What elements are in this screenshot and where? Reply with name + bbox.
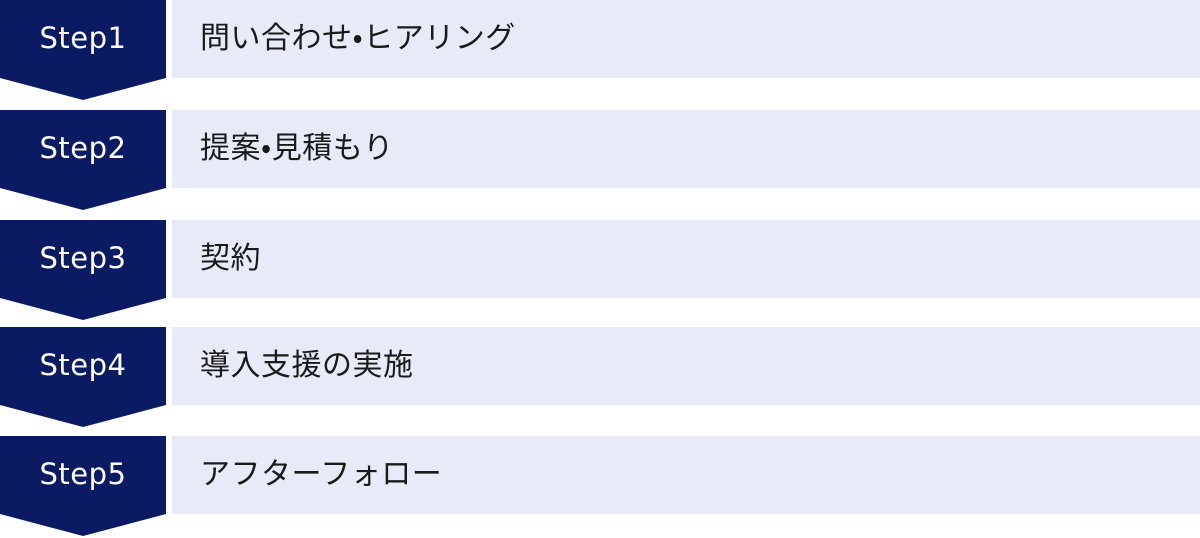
step-row: Step5 アフターフォロー xyxy=(0,436,1200,536)
step-row: Step1 問い合わせ・ヒアリング xyxy=(0,0,1200,100)
step-title-bar-5: アフターフォロー xyxy=(172,436,1200,514)
step-badge-5: Step5 xyxy=(0,436,166,536)
step-title-bar-1: 問い合わせ・ヒアリング xyxy=(172,0,1200,78)
step-title-text: 提案・見積もり xyxy=(200,131,394,166)
step-title-bar-4: 導入支援の実施 xyxy=(172,327,1200,405)
step-badge-2: Step2 xyxy=(0,110,166,210)
step-row: Step2 提案・見積もり xyxy=(0,110,1200,210)
step-badge-4: Step4 xyxy=(0,327,166,427)
step-badge-1: Step1 xyxy=(0,0,166,100)
step-title-text: 導入支援の実施 xyxy=(200,348,414,383)
step-row: Step4 導入支援の実施 xyxy=(0,327,1200,427)
step-badge-label: Step5 xyxy=(39,457,127,491)
step-title-text: 問い合わせ・ヒアリング xyxy=(200,21,516,56)
step-badge-3: Step3 xyxy=(0,220,166,320)
step-badge-label: Step3 xyxy=(39,241,127,275)
step-title-bar-3: 契約 xyxy=(172,220,1200,298)
step-badge-label: Step2 xyxy=(39,131,127,165)
step-row: Step3 契約 xyxy=(0,220,1200,320)
step-title-bar-2: 提案・見積もり xyxy=(172,110,1200,188)
step-title-text: アフターフォロー xyxy=(200,457,443,492)
step-title-text: 契約 xyxy=(200,241,261,276)
step-badge-label: Step1 xyxy=(39,21,127,55)
step-badge-label: Step4 xyxy=(39,348,127,382)
